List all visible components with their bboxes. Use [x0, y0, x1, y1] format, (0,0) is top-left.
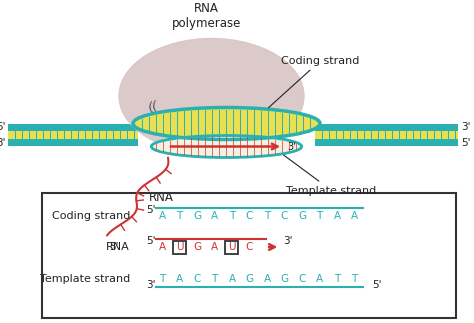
Text: A: A	[228, 274, 236, 284]
Text: 3': 3'	[0, 139, 6, 149]
Text: T: T	[229, 211, 235, 221]
Bar	[315, 139, 458, 146]
Text: T: T	[176, 211, 182, 221]
Text: A: A	[264, 274, 271, 284]
Bar	[315, 124, 458, 131]
Text: Template strand: Template strand	[284, 155, 377, 195]
Text: T: T	[351, 274, 357, 284]
Bar	[315, 124, 458, 146]
Bar	[8, 124, 138, 131]
Text: C: C	[298, 274, 306, 284]
Text: 3': 3'	[287, 142, 296, 152]
Text: U: U	[176, 242, 183, 252]
Bar	[8, 124, 138, 146]
Bar	[42, 193, 456, 318]
Text: G: G	[281, 274, 289, 284]
Text: A: A	[158, 211, 165, 221]
Text: A: A	[316, 274, 323, 284]
Text: A: A	[211, 242, 218, 252]
Text: Coding strand: Coding strand	[52, 211, 130, 221]
Text: 5': 5'	[372, 280, 382, 290]
Text: RNA
polymerase: RNA polymerase	[172, 3, 241, 30]
Text: 5': 5'	[146, 205, 155, 215]
Bar	[173, 241, 186, 254]
Text: G: G	[193, 211, 201, 221]
Text: T: T	[334, 274, 340, 284]
Text: 5': 5'	[461, 139, 471, 149]
Text: C: C	[281, 211, 288, 221]
Text: Coding strand: Coding strand	[269, 56, 360, 108]
Text: A: A	[176, 274, 183, 284]
Text: C: C	[193, 274, 201, 284]
Text: A: A	[333, 211, 340, 221]
Ellipse shape	[119, 38, 304, 153]
Text: C: C	[246, 211, 253, 221]
Text: 5': 5'	[109, 242, 118, 252]
Text: A: A	[211, 211, 218, 221]
Ellipse shape	[133, 108, 320, 140]
Text: U: U	[228, 242, 236, 252]
Text: 5': 5'	[146, 236, 155, 246]
Text: 3': 3'	[146, 280, 155, 290]
Text: T: T	[211, 274, 218, 284]
Text: A: A	[351, 211, 358, 221]
Text: G: G	[246, 274, 254, 284]
Text: T: T	[316, 211, 323, 221]
Text: RNA: RNA	[106, 242, 130, 252]
Text: 3': 3'	[461, 121, 471, 131]
Text: G: G	[193, 242, 201, 252]
Text: A: A	[158, 242, 165, 252]
Text: 3': 3'	[283, 236, 293, 246]
Bar	[226, 241, 238, 254]
Text: Template strand: Template strand	[40, 274, 130, 284]
Text: G: G	[298, 211, 306, 221]
Text: C: C	[246, 242, 253, 252]
Text: ((: ((	[146, 100, 159, 115]
Text: 5': 5'	[0, 121, 6, 131]
Text: T: T	[159, 274, 165, 284]
Text: T: T	[264, 211, 270, 221]
Text: RNA: RNA	[148, 191, 173, 204]
Bar	[8, 139, 138, 146]
Ellipse shape	[151, 136, 302, 158]
